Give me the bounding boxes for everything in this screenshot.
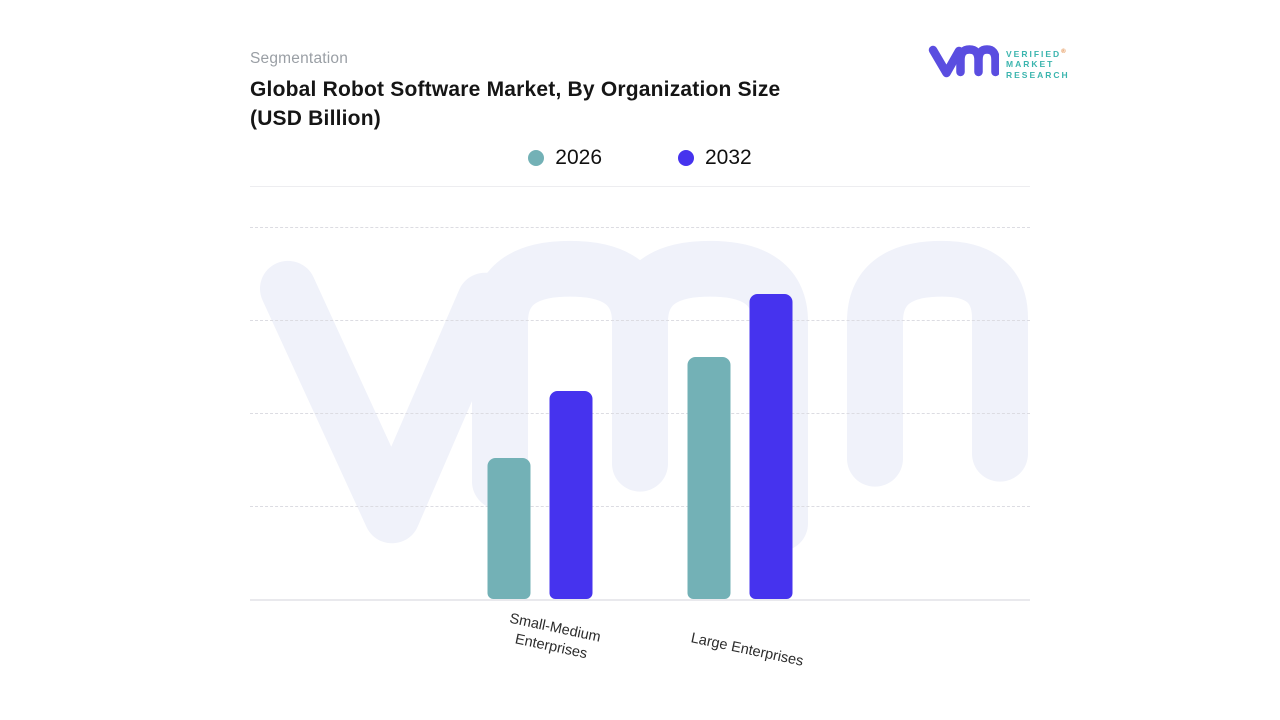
legend-label-2026: 2026	[555, 146, 602, 169]
bar-2026-large-enterprises[interactable]	[687, 357, 731, 599]
x-axis-label-large-enterprises: Large Enterprises	[689, 630, 805, 670]
chart-title-line1: Global Robot Software Market, By Organiz…	[250, 78, 781, 101]
eyebrow-label: Segmentation	[250, 50, 349, 67]
logo-line-research: RESEARCH	[1006, 69, 1070, 80]
bar-group-large-enterprises	[687, 227, 793, 599]
plot-area	[250, 227, 1030, 601]
chart-title: Global Robot Software Market, By Organiz…	[250, 75, 780, 133]
legend-dot-2032	[678, 150, 694, 166]
x-axis-label-small-medium-enterprises: Small-Medium Enterprises	[508, 610, 603, 663]
legend-item-2032[interactable]: 2032	[678, 146, 752, 170]
gridline	[250, 320, 1030, 321]
bar-2032-small-medium-enterprises[interactable]	[549, 390, 593, 599]
chart-title-line2: (USD Billion)	[250, 107, 381, 130]
gridline	[250, 227, 1030, 228]
vmr-logo-text: VERIFIED® MARKET RESEARCH	[1006, 47, 1070, 81]
header-separator-line	[250, 186, 1030, 187]
bar-2032-large-enterprises[interactable]	[749, 293, 793, 599]
legend-item-2026[interactable]: 2026	[528, 146, 602, 170]
vmr-watermark	[260, 240, 1028, 552]
bar-group-small-medium-enterprises	[487, 227, 593, 599]
registered-mark: ®	[1061, 48, 1066, 55]
vmr-logo: VERIFIED® MARKET RESEARCH	[927, 40, 1070, 87]
vmr-logo-mark-icon	[927, 40, 1000, 87]
logo-line-market: MARKET	[1006, 59, 1055, 70]
logo-line-verified: VERIFIED	[1006, 48, 1062, 59]
legend: 2026 2032	[250, 146, 1030, 170]
gridline	[250, 506, 1030, 507]
gridline	[250, 413, 1030, 414]
legend-label-2032: 2032	[705, 146, 752, 169]
legend-dot-2026	[528, 150, 545, 166]
bar-2026-small-medium-enterprises[interactable]	[487, 457, 531, 599]
